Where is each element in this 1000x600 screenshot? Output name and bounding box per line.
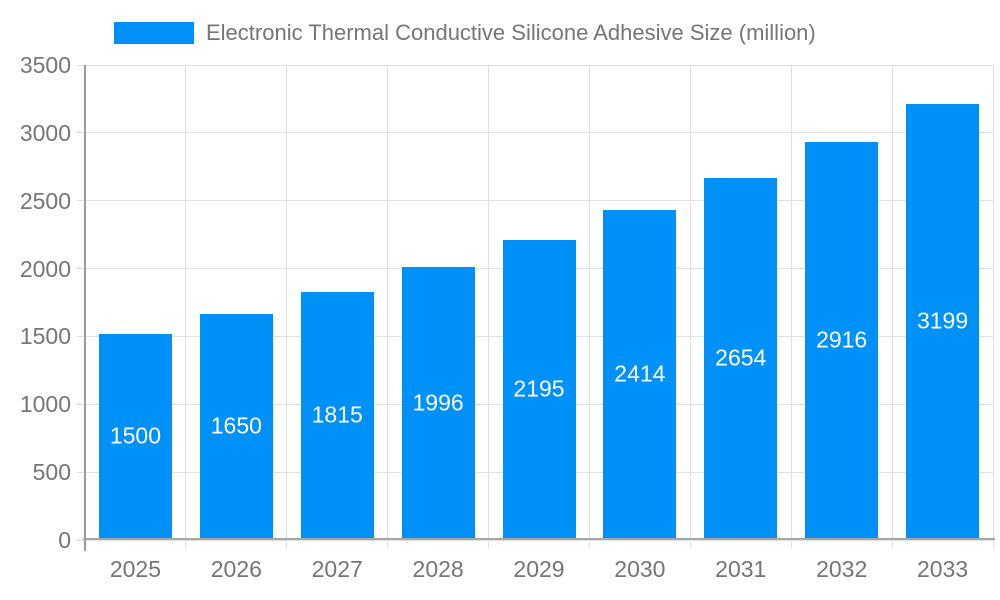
gridline-vertical <box>790 65 792 548</box>
bar-2030[interactable]: 2414 <box>603 210 677 538</box>
legend-label: Electronic Thermal Conductive Silicone A… <box>206 20 816 45</box>
legend-swatch-icon <box>114 22 194 44</box>
y-axis-tick-label: 2500 <box>19 187 71 214</box>
bar-value-label: 1650 <box>210 412 262 439</box>
gridline-vertical <box>286 65 288 548</box>
bar-2033[interactable]: 3199 <box>906 103 980 538</box>
bar-2026[interactable]: 1650 <box>199 314 273 538</box>
y-axis-tick-label: 500 <box>32 459 71 486</box>
gridline-vertical <box>387 65 389 548</box>
gridline-vertical <box>588 65 590 548</box>
bar-value-label: 3199 <box>916 307 969 334</box>
bar-value-label: 1815 <box>311 401 363 428</box>
y-axis-tick-label: 3000 <box>19 119 71 146</box>
gridline-horizontal <box>77 132 993 134</box>
gridline-vertical <box>689 65 691 548</box>
gridline-vertical <box>992 65 994 548</box>
gridline-horizontal <box>77 200 993 202</box>
bar-2031[interactable]: 2654 <box>704 177 778 538</box>
bar-2025[interactable]: 1500 <box>98 334 172 538</box>
legend[interactable]: Electronic Thermal Conductive Silicone A… <box>114 20 816 46</box>
y-axis-tick-label: 1500 <box>19 323 71 350</box>
gridline-vertical <box>488 65 490 548</box>
bar-2032[interactable]: 2916 <box>805 142 879 538</box>
y-axis-tick-label: 1000 <box>19 391 71 418</box>
plot-area: 1500 1650 1815 1996 2195 2414 2654 2916 3199 0 50… <box>20 53 995 582</box>
x-axis-tick-label: 2028 <box>412 556 464 582</box>
x-axis-tick-label: 2032 <box>816 556 868 582</box>
bar-value-label: 2195 <box>513 375 565 402</box>
y-axis-tick-label: 3500 <box>19 52 71 78</box>
y-axis-tick-label: 0 <box>58 527 71 553</box>
x-axis-tick-label: 2030 <box>614 556 666 582</box>
bar-value-label: 2414 <box>614 360 666 387</box>
y-axis-tick-label: 2000 <box>19 255 71 282</box>
y-axis-line <box>84 65 86 551</box>
gridline-horizontal <box>77 539 993 541</box>
bar-value-label: 1500 <box>109 422 162 449</box>
bar-2027[interactable]: 1815 <box>300 291 374 538</box>
x-axis-tick-label: 2029 <box>513 556 565 582</box>
x-axis-tick-label: 2031 <box>715 556 767 582</box>
x-axis-tick-label: 2026 <box>210 556 262 582</box>
bar-2028[interactable]: 1996 <box>401 267 475 538</box>
gridline-horizontal <box>77 64 993 66</box>
gridline-vertical <box>185 65 187 548</box>
bar-value-label: 2916 <box>816 326 868 353</box>
x-axis-tick-label: 2025 <box>109 556 162 582</box>
x-axis-line <box>83 538 995 540</box>
bar-value-label: 1996 <box>412 389 464 416</box>
x-axis-tick-label: 2033 <box>916 556 969 582</box>
gridline-vertical <box>891 65 893 548</box>
bar-2029[interactable]: 2195 <box>502 240 576 538</box>
x-axis-tick-label: 2027 <box>311 556 363 582</box>
bar-value-label: 2654 <box>715 344 767 371</box>
